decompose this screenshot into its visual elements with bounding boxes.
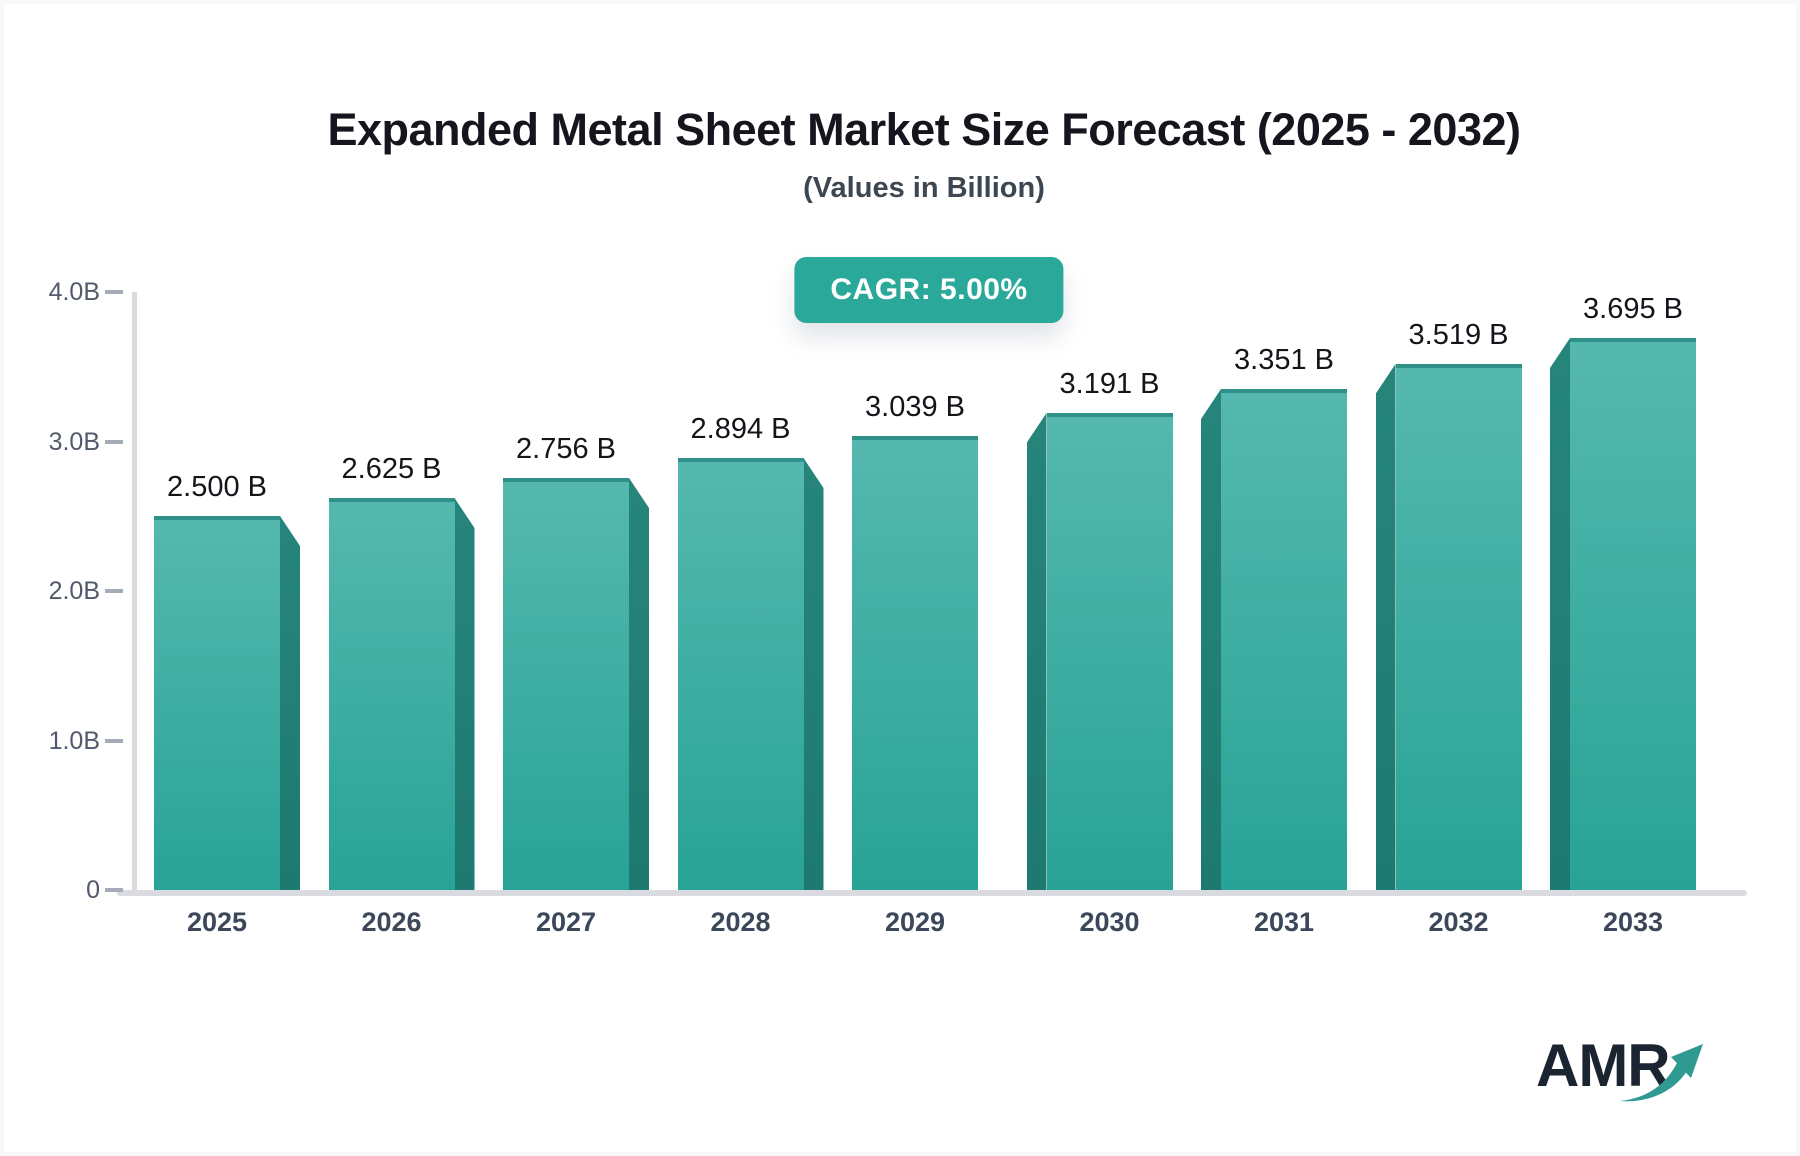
x-axis-line xyxy=(117,890,1747,896)
y-axis-tick xyxy=(105,439,123,444)
bar-value-label: 2.894 B xyxy=(690,413,791,445)
x-axis-label: 2032 xyxy=(1428,907,1489,937)
chart-title: Expanded Metal Sheet Market Size Forecas… xyxy=(327,104,1522,155)
y-axis-tick xyxy=(105,290,123,295)
bar-side-face xyxy=(1375,364,1396,890)
x-axis-label: 2026 xyxy=(361,907,422,937)
bar-value-label: 3.519 B xyxy=(1408,319,1509,351)
x-axis-label: 2028 xyxy=(710,907,771,937)
bar xyxy=(154,516,280,890)
bar-value-label: 2.625 B xyxy=(341,453,442,485)
x-axis-label: 2025 xyxy=(186,907,248,937)
y-axis-tick-label: 2.0B xyxy=(48,577,100,606)
bar-side-face xyxy=(454,498,475,890)
y-axis-tick-label: 1.0B xyxy=(48,726,100,755)
x-axis-label: 2033 xyxy=(1602,907,1664,937)
cagr-badge: CAGR: 5.00% xyxy=(794,257,1064,323)
bar-value-label: 2.500 B xyxy=(167,471,267,503)
x-axis-label: 2027 xyxy=(535,907,597,937)
x-axis-label: 2029 xyxy=(884,907,946,937)
y-axis-line xyxy=(132,292,137,896)
bar-value-label: 3.039 B xyxy=(865,391,965,423)
bar xyxy=(503,478,629,890)
y-axis-tick-label: 3.0B xyxy=(48,427,100,456)
bar xyxy=(1046,413,1173,890)
bar-side-face xyxy=(1026,413,1047,890)
bar-value-label: 3.191 B xyxy=(1059,368,1160,400)
bar-value-label: 3.351 B xyxy=(1234,344,1334,376)
bar-value-label: 2.756 B xyxy=(516,433,616,465)
bar xyxy=(677,458,804,890)
y-axis-tick xyxy=(105,589,123,594)
bar-side-face xyxy=(803,458,824,890)
bar xyxy=(328,498,455,890)
bar-side-face xyxy=(1201,389,1221,890)
bar xyxy=(852,436,978,890)
y-axis-tick-label: 4.0B xyxy=(48,278,100,307)
bar xyxy=(1570,338,1696,890)
amr-logo-text: AMR xyxy=(1536,1032,1671,1099)
y-axis-tick xyxy=(105,738,123,743)
y-axis-tick-label: 0 xyxy=(86,876,100,904)
x-axis-label: 2030 xyxy=(1079,907,1140,937)
y-axis-tick xyxy=(105,888,123,892)
bar-side-face xyxy=(1550,338,1570,890)
bar-side-face xyxy=(629,478,649,890)
amr-logo-arrow-icon xyxy=(1620,1044,1703,1102)
bar-value-label: 3.695 B xyxy=(1583,293,1683,325)
bar-side-face xyxy=(280,516,300,890)
x-axis-label: 2031 xyxy=(1253,907,1315,937)
amr-logo: AMR xyxy=(1536,1036,1716,1116)
bar xyxy=(1221,389,1347,890)
chart-subtitle: (Values in Billion) xyxy=(803,172,1045,204)
bar xyxy=(1395,364,1522,890)
